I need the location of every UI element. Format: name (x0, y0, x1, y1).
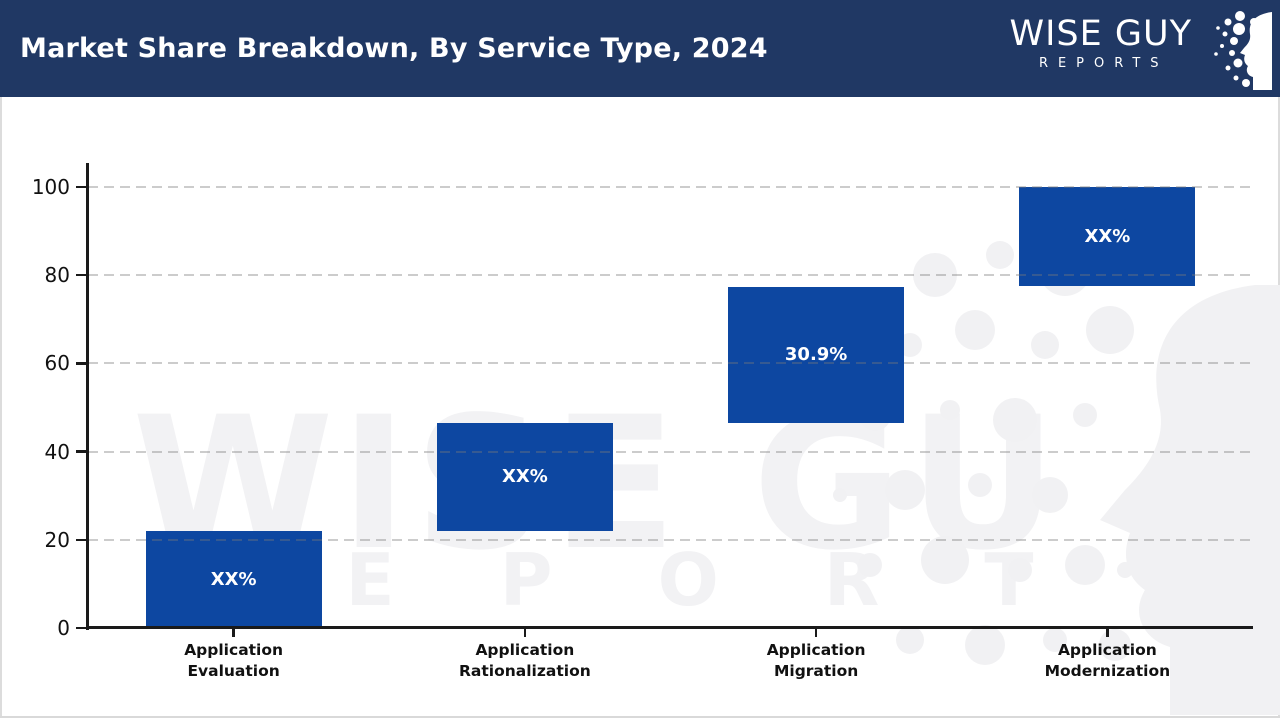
y-tick-label: 40 (44, 439, 70, 464)
gridline-80 (88, 274, 1253, 277)
bar-application-migration: 30.9% (728, 286, 905, 423)
bar-value-label: XX% (501, 466, 548, 488)
y-tick (76, 450, 86, 453)
y-tick-label: 20 (44, 527, 70, 552)
bar-value-label: XX% (1084, 226, 1131, 248)
gridline-20 (88, 538, 1253, 541)
y-tick-label: 100 (31, 175, 70, 199)
x-tick-label-1: Application Evaluation (184, 641, 284, 680)
bar-value-label: 30.9% (784, 344, 848, 366)
y-axis-line (85, 163, 89, 630)
brand-logo: WISE GUY REPORTS (1009, 14, 1192, 71)
y-tick-label: 60 (44, 351, 70, 376)
brand-subtitle: REPORTS (1038, 56, 1169, 71)
brand-name: WISE GUY (1009, 14, 1192, 54)
bottom-divider (0, 716, 1280, 718)
y-tick (76, 273, 86, 277)
x-tick-label-2: Application Rationalization (458, 641, 591, 680)
gridline-100 (88, 186, 1253, 188)
watermark-face-icon (833, 234, 1280, 715)
header-band: Market Share Breakdown, By Service Type,… (0, 0, 1280, 97)
x-tick (232, 629, 235, 637)
x-tick-label-4: Application Modernization (1044, 641, 1171, 680)
y-tick (76, 626, 86, 630)
bar-application-modernization: XX% (1019, 187, 1196, 287)
x-tick (523, 629, 527, 637)
x-tick-label-3: Application Migration (766, 641, 866, 680)
y-tick-label: 80 (44, 263, 70, 288)
bar-value-label: XX% (210, 568, 257, 590)
bar-application-evaluation: XX% (145, 530, 322, 628)
chart-title: Market Share Breakdown, By Service Type,… (20, 33, 768, 64)
x-tick (814, 629, 818, 637)
gridline-60 (88, 362, 1253, 365)
y-tick (76, 538, 86, 542)
x-axis-line (85, 626, 1253, 629)
y-tick-label: 0 (57, 616, 70, 640)
y-tick (76, 362, 86, 365)
y-tick (76, 185, 86, 189)
gridline-40 (88, 450, 1253, 453)
x-tick (1106, 629, 1109, 637)
bar-application-rationalization: XX% (436, 422, 613, 531)
wise-guy-face-icon (1214, 11, 1272, 90)
